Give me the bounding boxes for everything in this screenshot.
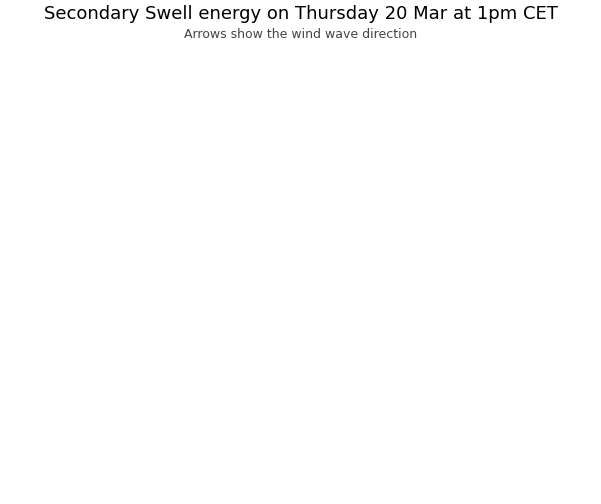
Text: Map unavailable (cartopy not installed): Map unavailable (cartopy not installed) <box>164 267 437 281</box>
Text: Arrows show the wind wave direction: Arrows show the wind wave direction <box>184 28 417 41</box>
Text: Secondary Swell energy on Thursday 20 Mar at 1pm CET: Secondary Swell energy on Thursday 20 Ma… <box>43 5 558 23</box>
